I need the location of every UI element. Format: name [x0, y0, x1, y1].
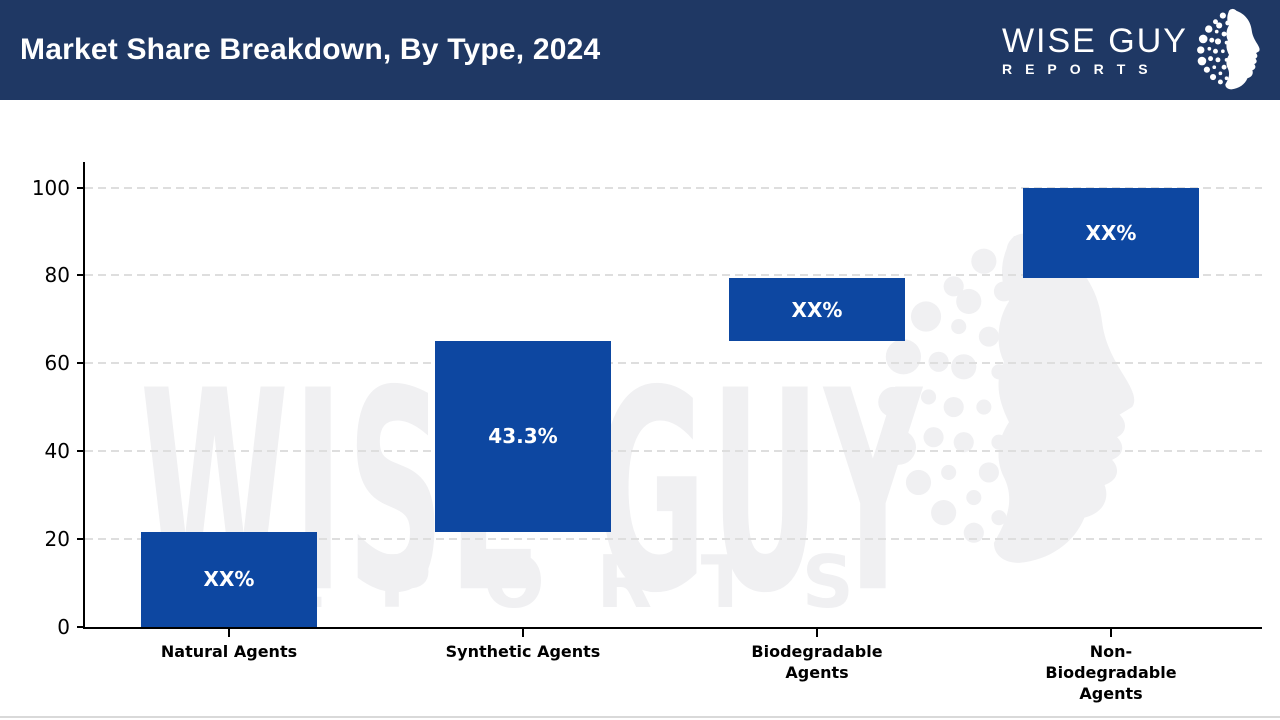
gridline-20 — [85, 538, 1262, 541]
y-tick-mark — [77, 538, 85, 541]
x-tick-mark — [522, 629, 524, 637]
x-tick-mark — [228, 629, 230, 637]
y-axis-line — [83, 162, 85, 629]
bar-value-label: XX% — [1085, 220, 1137, 245]
y-tick-label: 100 — [31, 175, 70, 200]
x-tick-mark — [1110, 629, 1112, 637]
gridline-40 — [85, 450, 1262, 453]
x-tick-mark — [816, 629, 818, 637]
y-tick-mark — [77, 362, 85, 365]
page-title: Market Share Breakdown, By Type, 2024 — [20, 33, 601, 66]
bar-value-label: XX% — [203, 567, 255, 592]
y-tick-mark — [77, 274, 85, 277]
y-tick-mark — [77, 186, 85, 189]
gridline-60 — [85, 362, 1262, 365]
y-tick-label: 40 — [44, 439, 70, 464]
brand-face-icon — [1192, 7, 1266, 93]
bar-value-label: 43.3% — [488, 424, 558, 449]
header-bar: Market Share Breakdown, By Type, 2024 WI… — [0, 0, 1280, 100]
gridline-80 — [85, 274, 1262, 277]
x-axis-label: Non-Biodegradable Agents — [1045, 642, 1177, 703]
y-tick-mark — [77, 626, 85, 628]
bar-value-label: XX% — [791, 297, 843, 322]
chart-canvas: WISE GUY REPORTS 0 20 40 60 80 100 XX% Natural … — [0, 100, 1280, 717]
y-tick-label: 60 — [44, 351, 70, 376]
y-tick-label: 20 — [44, 527, 70, 552]
bar-non-biodegradable-agents: XX% — [1023, 187, 1199, 279]
bar-biodegradable-agents: XX% — [729, 278, 905, 342]
brand-logo-text: WISE GUY REPORTS — [1002, 23, 1188, 77]
x-axis-label: Synthetic Agents — [445, 642, 601, 661]
bottom-divider — [0, 716, 1280, 718]
x-axis-label: Biodegradable Agents — [751, 642, 883, 682]
y-tick-mark — [77, 450, 85, 453]
brand-logo: WISE GUY REPORTS — [1002, 7, 1266, 93]
x-axis-label: Natural Agents — [160, 642, 298, 661]
bar-natural-agents: XX% — [141, 531, 317, 627]
x-axis-line — [83, 627, 1262, 629]
y-tick-label: 0 — [57, 615, 70, 639]
brand-subtext: REPORTS — [1001, 61, 1161, 77]
y-tick-label: 80 — [44, 263, 70, 288]
brand-wordmark: WISE GUY — [1001, 22, 1188, 60]
gridline-100 — [85, 186, 1262, 189]
bar-synthetic-agents: 43.3% — [435, 341, 611, 532]
